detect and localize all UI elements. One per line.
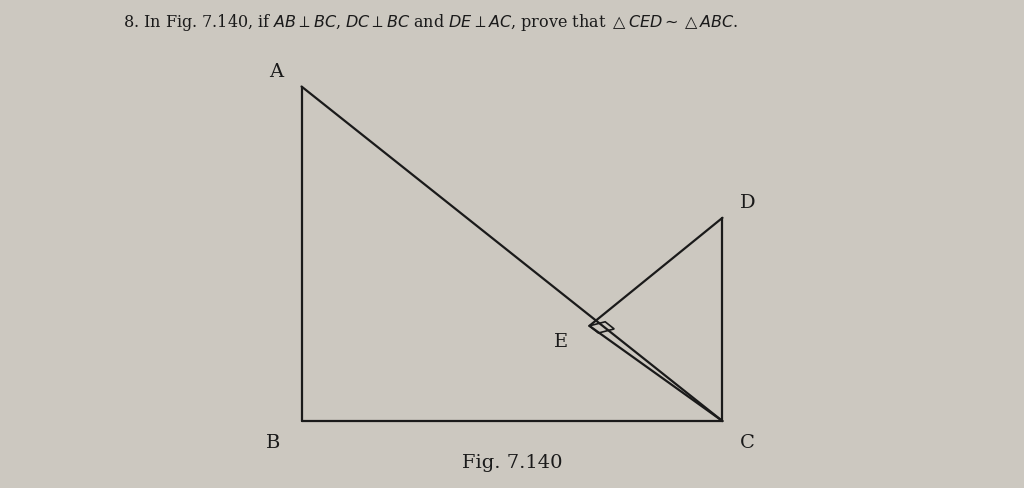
Text: E: E bbox=[554, 333, 568, 350]
Text: B: B bbox=[266, 433, 281, 451]
Text: 8. In Fig. 7.140, if $AB\perp BC$, $DC\perp BC$ and $DE\perp AC$, prove that $\t: 8. In Fig. 7.140, if $AB\perp BC$, $DC\p… bbox=[123, 12, 738, 32]
Text: C: C bbox=[740, 433, 755, 451]
Text: A: A bbox=[269, 63, 284, 81]
Text: D: D bbox=[739, 194, 756, 212]
Text: Fig. 7.140: Fig. 7.140 bbox=[462, 453, 562, 471]
